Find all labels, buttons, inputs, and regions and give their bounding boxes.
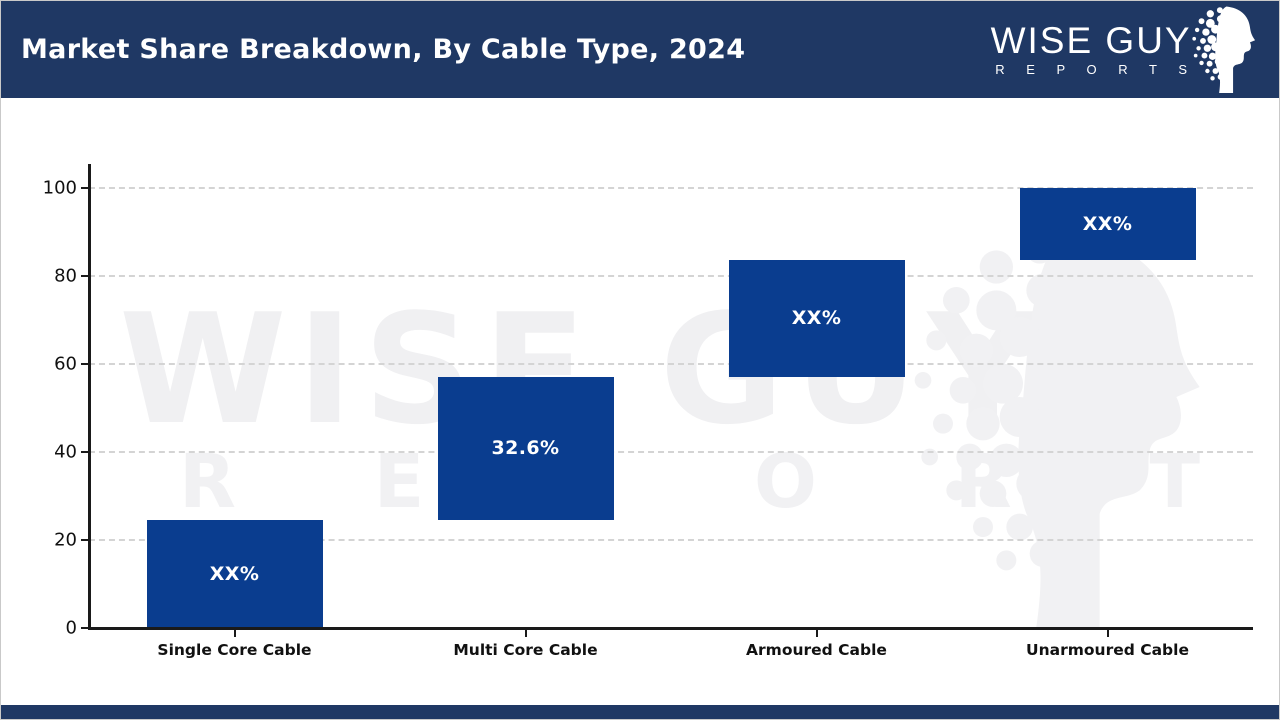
y-axis-tick-label: 60 [54, 353, 77, 375]
logo-text: WISE GUY R E P O R T S [986, 22, 1196, 77]
bar-segment-4: XX% [1019, 188, 1196, 261]
y-axis-tick-label: 0 [65, 617, 77, 639]
y-axis-tick-label: 20 [54, 529, 77, 551]
y-gridline [89, 275, 1253, 277]
bar-value-label: XX% [791, 307, 842, 330]
header-band: Market Share Breakdown, By Cable Type, 2… [1, 1, 1279, 98]
x-axis-category-label: Unarmoured Cable [1026, 641, 1189, 659]
y-axis-tick-label: 80 [54, 265, 77, 287]
logo-wordmark: WISE GUY [990, 19, 1192, 61]
footer-band [1, 705, 1279, 719]
bar-value-label: XX% [209, 563, 260, 586]
y-axis-tick-mark [81, 451, 89, 453]
y-axis-tick-mark [81, 363, 89, 365]
y-axis-tick-mark [81, 539, 89, 541]
y-gridline [89, 363, 1253, 365]
x-axis-category-label: Single Core Cable [157, 641, 312, 659]
y-axis-tick-mark [81, 275, 89, 277]
x-axis-tick-mark [815, 630, 818, 637]
y-gridline [89, 539, 1253, 541]
chart-title: Market Share Breakdown, By Cable Type, 2… [21, 33, 746, 65]
bar-segment-3: XX% [728, 260, 905, 377]
x-axis-category-label: Armoured Cable [746, 641, 887, 659]
wise-guy-reports-logo: WISE GUY R E P O R T S [986, 5, 1279, 93]
x-axis-tick-mark [233, 630, 236, 637]
bar-value-label: 32.6% [491, 437, 560, 460]
logo-subtitle: R E P O R T S [995, 61, 1196, 77]
dotted-head-icon [1192, 6, 1256, 93]
y-gridline [89, 187, 1253, 189]
y-axis-line [88, 164, 91, 630]
bar-value-label: XX% [1082, 213, 1133, 236]
x-axis-tick-mark [1106, 630, 1109, 637]
y-axis-tick-label: 40 [54, 441, 77, 463]
bar-segment-2: 32.6% [437, 376, 614, 521]
y-axis-tick-mark [81, 187, 89, 189]
x-axis-line [88, 627, 1253, 630]
x-axis-category-label: Multi Core Cable [453, 641, 598, 659]
watermark-dotted-head [914, 233, 1200, 627]
bar-segment-1: XX% [146, 520, 323, 628]
y-axis-tick-mark [81, 627, 89, 629]
y-axis-tick-label: 100 [42, 177, 77, 199]
y-gridline [89, 451, 1253, 453]
x-axis-tick-mark [524, 630, 527, 637]
